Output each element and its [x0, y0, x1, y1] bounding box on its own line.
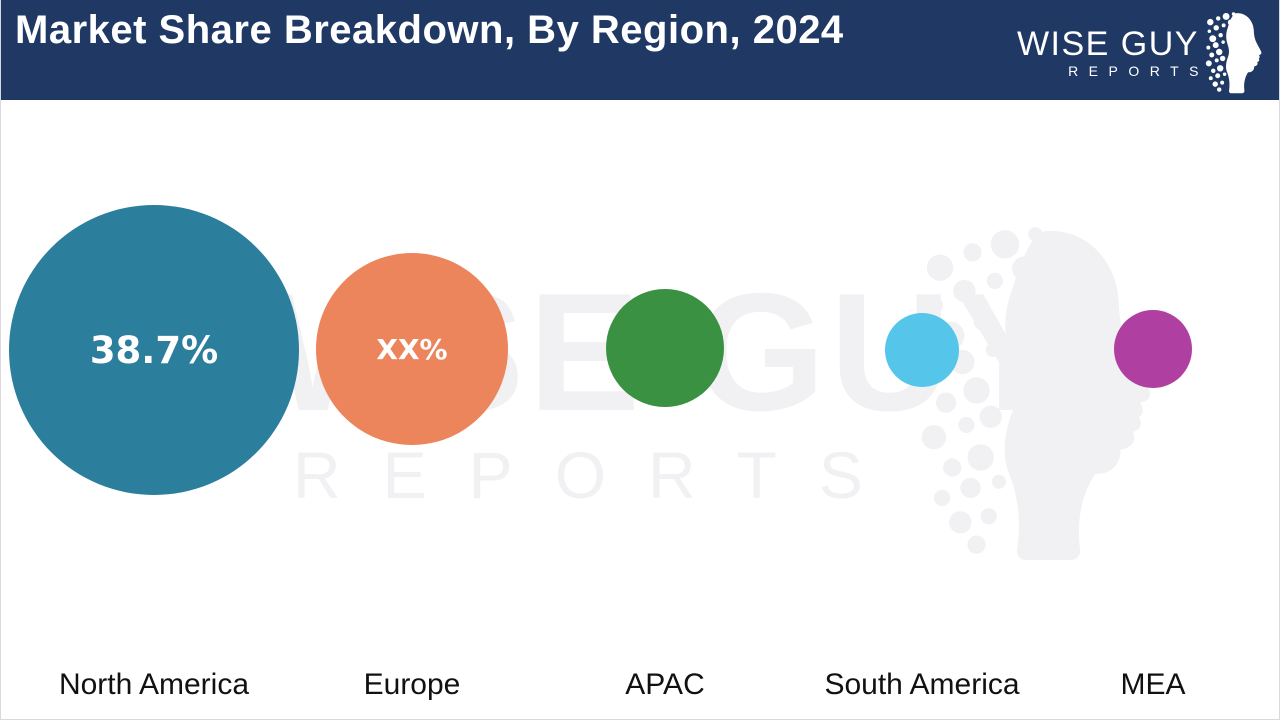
page-title: Market Share Breakdown, By Region, 2024 [15, 8, 844, 52]
watermark-subtitle: REPORTS [293, 438, 905, 512]
watermark-face-icon [921, 227, 1151, 560]
logo-wordmark: WISE GUY [1016, 25, 1199, 63]
bubble-value-europe: XX% [376, 332, 448, 366]
logo-subtitle: REPORTS [1068, 63, 1209, 79]
bubble-value-north-america: 38.7% [89, 328, 219, 372]
region-label-europe: Europe [363, 668, 461, 701]
bubble-europe: XX% [316, 253, 508, 445]
region-label-north-america: North America [58, 668, 250, 701]
region-label-apac: APAC [625, 668, 705, 701]
header: Market Share Breakdown, By Region, 2024 … [1, 0, 1279, 100]
bubble-mea [1114, 310, 1192, 388]
region-label-south-america: South America [824, 668, 1020, 701]
bubble-apac [606, 289, 724, 407]
region-label-mea: MEA [1120, 668, 1186, 701]
logo-face-icon [1205, 12, 1262, 94]
logo-text: WISE GUY REPORTS [1017, 26, 1199, 80]
bubble-north-america: 38.7% [9, 205, 299, 495]
bubble-south-america [885, 313, 959, 387]
wise-guy-logo: WISE GUY REPORTS [1017, 6, 1267, 100]
